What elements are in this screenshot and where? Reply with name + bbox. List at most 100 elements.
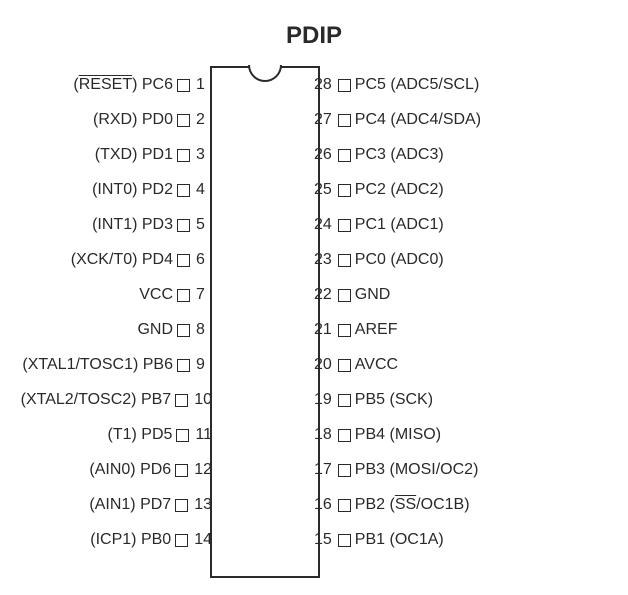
pin-number: 14 <box>188 531 218 549</box>
pin-label: PB1 (OC1A) <box>351 531 448 549</box>
pin-number: 19 <box>308 391 338 409</box>
pin-label: (INT0) PD2 <box>88 181 177 199</box>
pin-number: 1 <box>190 76 218 94</box>
pin-label: (AIN1) PD7 <box>85 496 175 514</box>
pin-label: (XCK/T0) PD4 <box>67 251 177 269</box>
pin-row-left: (INT1) PD3 5 <box>88 215 218 235</box>
pin-port: PB2 <box>355 496 385 513</box>
pin-port: PD4 <box>142 251 173 268</box>
pin-label: (RXD) PD0 <box>89 111 177 129</box>
pin-port: PC5 <box>355 76 386 93</box>
pin-number: 10 <box>188 391 218 409</box>
pin-pad <box>175 534 188 547</box>
pin-pad <box>338 79 351 92</box>
pin-number: 16 <box>308 496 338 514</box>
pin-pad <box>177 289 190 302</box>
pin-row-right: 17 PB3 (MOSI/OC2) <box>308 460 482 480</box>
pin-port: PB3 <box>355 461 385 478</box>
pin-alt-function: ICP1 <box>96 531 132 548</box>
pin-port: PC1 <box>355 216 386 233</box>
pin-label: (T1) PD5 <box>103 426 176 444</box>
pin-pad <box>338 254 351 267</box>
pin-pad <box>338 184 351 197</box>
pin-pad <box>177 79 190 92</box>
pin-label: PB2 (SS/OC1B) <box>351 496 474 514</box>
pin-pad <box>338 149 351 162</box>
pin-pad <box>338 429 351 442</box>
pin-number: 11 <box>189 426 218 444</box>
pin-port: PC0 <box>355 251 386 268</box>
pin-port: PB5 <box>355 391 385 408</box>
pin-pad <box>338 324 351 337</box>
pin-port: VCC <box>139 286 173 303</box>
pin-row-right: 15 PB1 (OC1A) <box>308 530 448 550</box>
pin-number: 23 <box>308 251 338 269</box>
pin-row-left: (ICP1) PB014 <box>86 530 218 550</box>
pin-row-left: VCC7 <box>135 285 218 305</box>
pin-pad <box>177 254 190 267</box>
chip-body <box>210 66 320 578</box>
pin-number: 6 <box>190 251 218 269</box>
pin-number: 21 <box>308 321 338 339</box>
pin-number: 22 <box>308 286 338 304</box>
pin-label: (RESET) PC6 <box>69 76 177 94</box>
pin-label: (INT1) PD3 <box>88 216 177 234</box>
pin-row-right: 28PC5 (ADC5/SCL) <box>308 75 483 95</box>
pin-port: PD2 <box>142 181 173 198</box>
pin-pad <box>176 429 189 442</box>
pin-label: GND <box>351 286 395 304</box>
pin-label: AVCC <box>351 356 402 374</box>
pin-port: PB7 <box>141 391 171 408</box>
pin-alt-function: RESET <box>79 76 132 93</box>
pin-pad <box>338 289 351 302</box>
pin-number: 25 <box>308 181 338 199</box>
pin-alt-function: XTAL2/TOSC2 <box>26 391 131 408</box>
pin-row-right: 21AREF <box>308 320 401 340</box>
pin-port: GND <box>355 286 391 303</box>
pin-port: PB1 <box>355 531 385 548</box>
pin-pad <box>175 394 188 407</box>
pin-row-left: (TXD) PD13 <box>91 145 218 165</box>
pin-alt-function: INT1 <box>97 216 132 233</box>
pin-label: PC1 (ADC1) <box>351 216 448 234</box>
pin-number: 18 <box>308 426 338 444</box>
pin-number: 9 <box>190 356 218 374</box>
pin-port: PC2 <box>355 181 386 198</box>
pin-pad <box>338 394 351 407</box>
pin-number: 5 <box>190 216 218 234</box>
pin-row-right: 22 GND <box>308 285 394 305</box>
pin-port: AVCC <box>355 356 398 373</box>
pin-row-left: (AIN0) PD6 12 <box>85 460 218 480</box>
pin-label: PB3 (MOSI/OC2) <box>351 461 483 479</box>
pin-number: 2 <box>190 111 218 129</box>
pin-port: PB0 <box>141 531 171 548</box>
pin-number: 17 <box>308 461 338 479</box>
pin-label: (AIN0) PD6 <box>85 461 175 479</box>
pin-port: GND <box>137 321 173 338</box>
pin-alt-function: XCK/T0 <box>76 251 132 268</box>
pin-pad <box>175 464 188 477</box>
pin-number: 8 <box>190 321 218 339</box>
pin-row-left: (XCK/T0) PD4 6 <box>67 250 218 270</box>
pin-alt-function: AIN0 <box>95 461 131 478</box>
pin-port: PB6 <box>143 356 173 373</box>
pin-number: 28 <box>308 76 338 94</box>
pin-number: 26 <box>308 146 338 164</box>
pin-row-right: 27PC4 (ADC4/SDA) <box>308 110 485 130</box>
pin-pad <box>175 499 188 512</box>
pin-port: PC4 <box>355 111 386 128</box>
pin-port: PD1 <box>142 146 173 163</box>
pin-label: (TXD) PD1 <box>91 146 177 164</box>
pin-label: (XTAL1/TOSC1) PB6 <box>18 356 177 374</box>
pin-pad <box>177 219 190 232</box>
pin-pad <box>177 149 190 162</box>
pin-number: 12 <box>188 461 218 479</box>
pin-pad <box>338 534 351 547</box>
pin-label: PC3 (ADC3) <box>351 146 448 164</box>
pinout-diagram: PDIP (RESET) PC61(RXD) PD02(TXD) PD13(IN… <box>0 0 628 595</box>
pin-number: 15 <box>308 531 338 549</box>
pin-row-left: (T1) PD5 11 <box>103 425 218 445</box>
pin-row-left: (XTAL1/TOSC1) PB6 9 <box>18 355 218 375</box>
pin-number: 13 <box>188 496 218 514</box>
pin-pad <box>177 359 190 372</box>
